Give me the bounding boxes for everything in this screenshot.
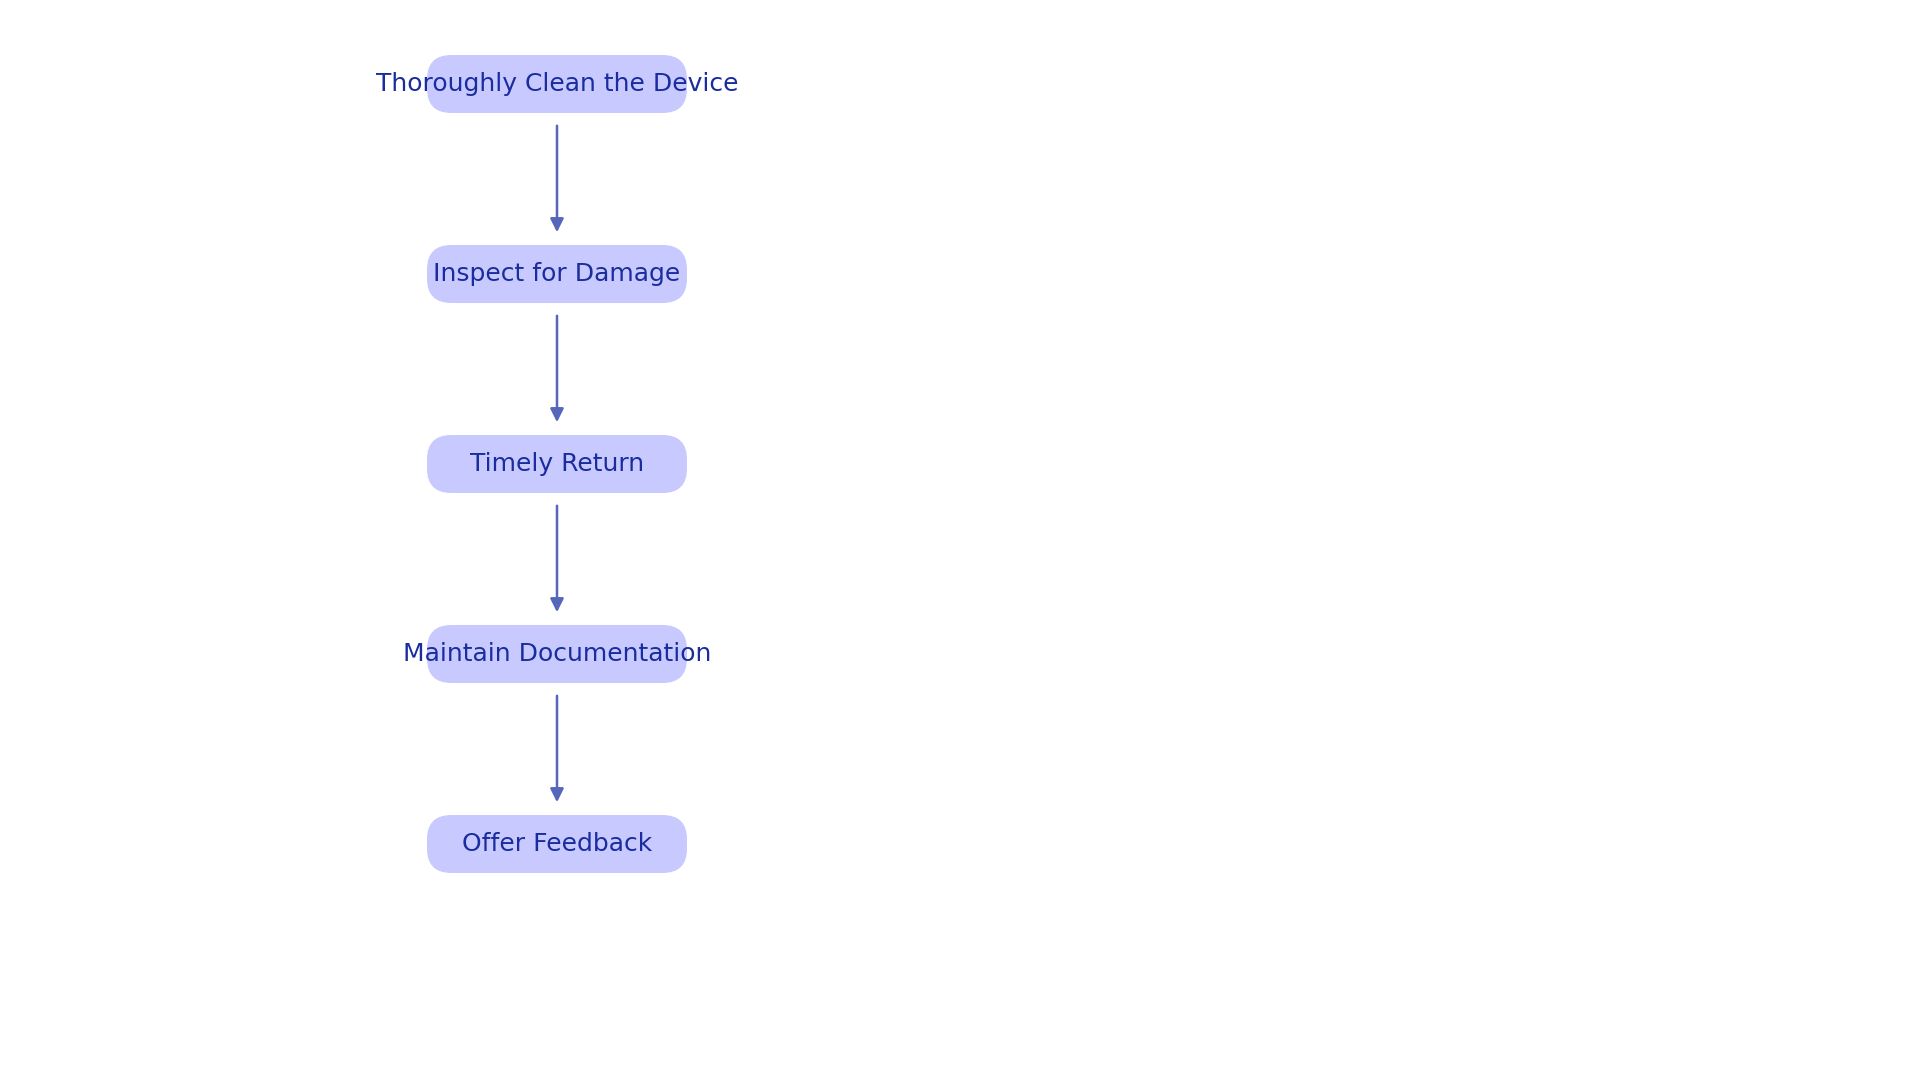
Text: Timely Return: Timely Return — [470, 452, 643, 477]
FancyBboxPatch shape — [426, 435, 687, 493]
FancyBboxPatch shape — [426, 815, 687, 873]
FancyBboxPatch shape — [426, 55, 687, 113]
FancyBboxPatch shape — [426, 625, 687, 683]
FancyBboxPatch shape — [426, 245, 687, 303]
Text: Maintain Documentation: Maintain Documentation — [403, 642, 710, 666]
Text: Inspect for Damage: Inspect for Damage — [434, 262, 680, 286]
Text: Thoroughly Clean the Device: Thoroughly Clean the Device — [376, 71, 739, 96]
Text: Offer Feedback: Offer Feedback — [463, 832, 653, 856]
